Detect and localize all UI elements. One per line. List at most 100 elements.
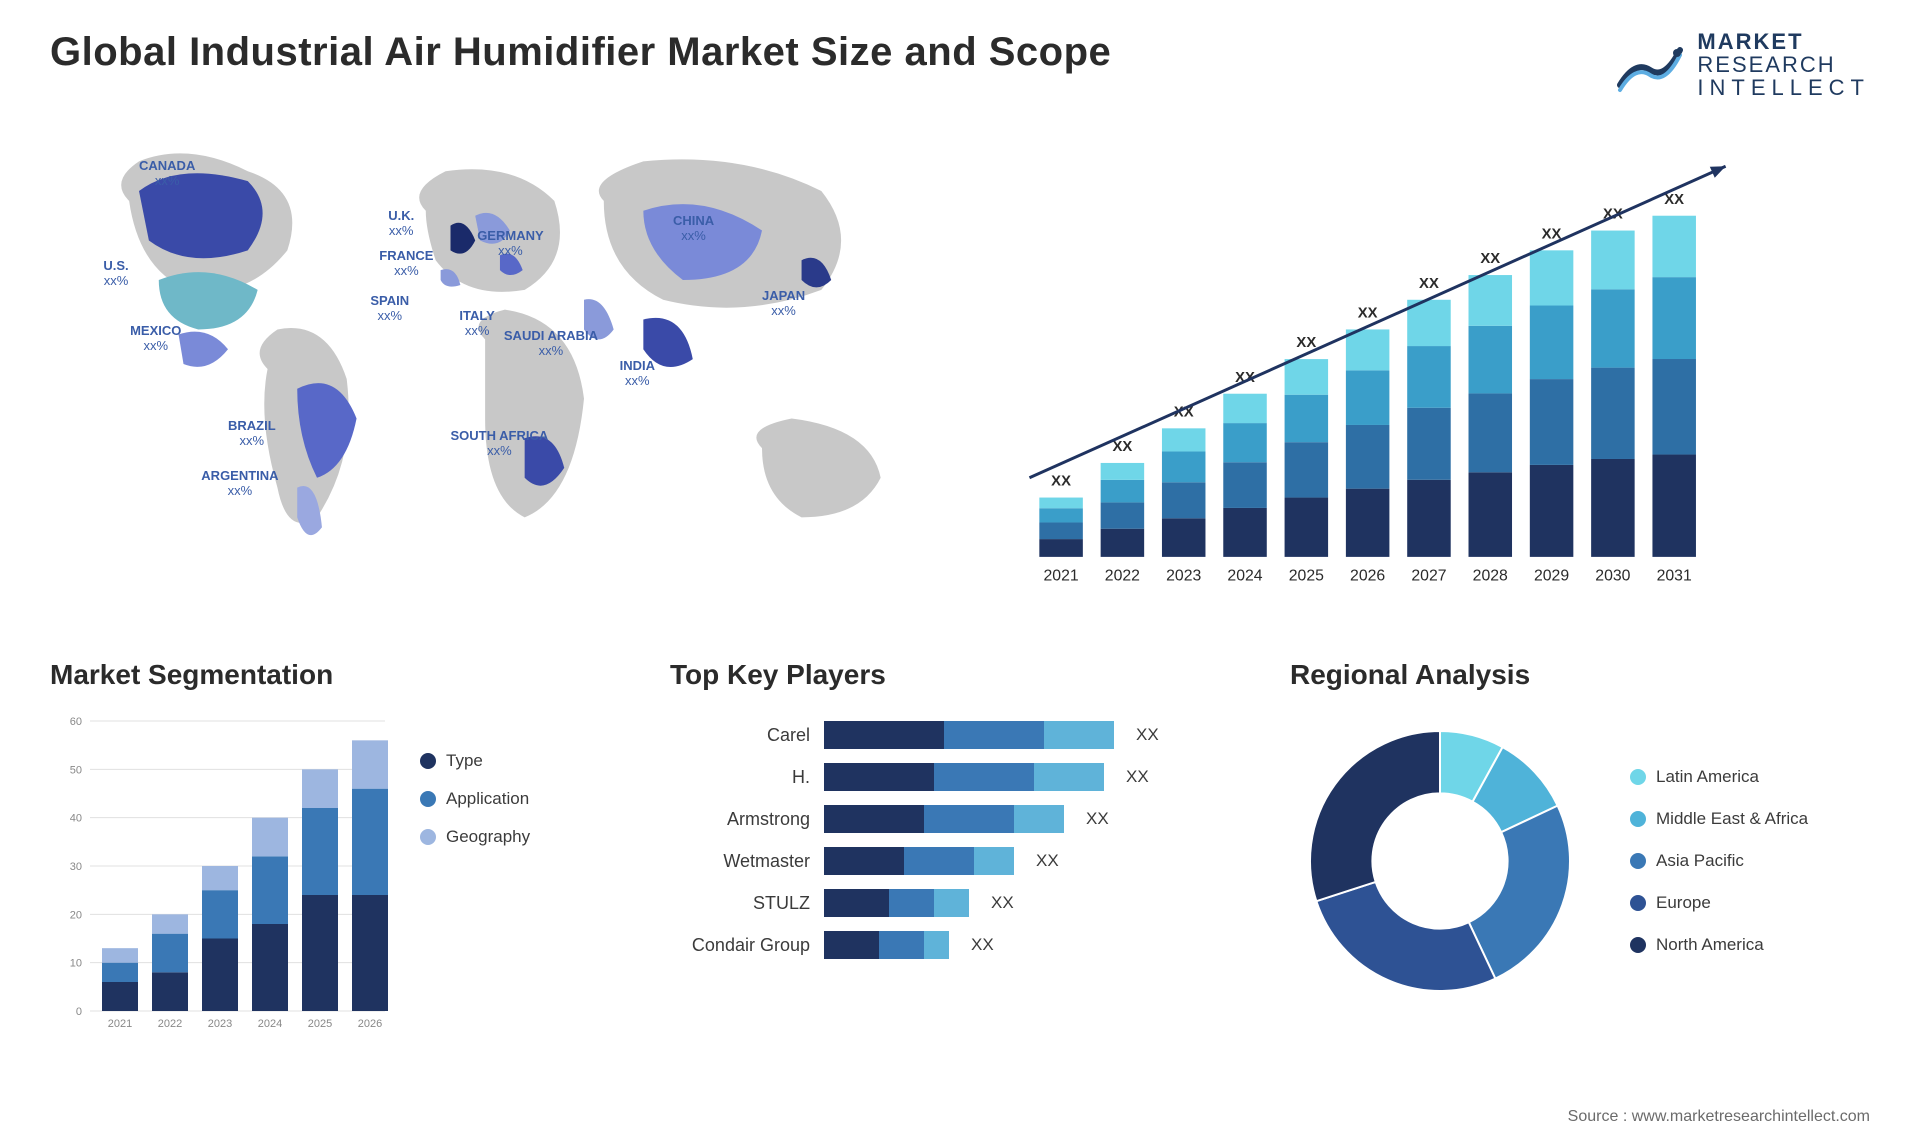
svg-text:XX: XX — [1296, 336, 1316, 352]
player-row: STULZ XX — [670, 889, 1250, 917]
player-name: Carel — [670, 725, 810, 746]
svg-text:50: 50 — [70, 765, 82, 777]
country-label: MEXICOxx% — [130, 324, 181, 353]
logo-text-2: RESEARCH — [1697, 53, 1870, 76]
legend-item: Type — [420, 751, 530, 771]
country-label: CANADAxx% — [139, 159, 195, 188]
legend-item: North America — [1630, 935, 1808, 955]
svg-text:2024: 2024 — [1227, 568, 1262, 585]
player-name: STULZ — [670, 893, 810, 914]
player-name: Wetmaster — [670, 851, 810, 872]
segmentation-bar-chart: 0 10 20 30 40 50 60 2021 2022 2023 2024 2025 2026 — [50, 711, 390, 1051]
country-label: ARGENTINAxx% — [201, 469, 278, 498]
svg-text:60: 60 — [70, 716, 82, 728]
svg-text:XX: XX — [1480, 251, 1500, 267]
country-label: CHINAxx% — [673, 214, 714, 243]
svg-text:2024: 2024 — [258, 1018, 282, 1030]
players-hbar-chart: CarelXXH.XXArmstrongXXWetmasterXXSTULZXX… — [670, 711, 1250, 959]
country-label: U.S.xx% — [103, 259, 128, 288]
svg-text:XX: XX — [1358, 306, 1378, 322]
player-row: H. XX — [670, 763, 1250, 791]
player-bar — [824, 721, 1114, 749]
country-label: INDIAxx% — [620, 359, 655, 388]
player-row: Wetmaster XX — [670, 847, 1250, 875]
svg-text:2023: 2023 — [208, 1018, 232, 1030]
svg-text:2022: 2022 — [158, 1018, 182, 1030]
forecast-bar-chart: XX 2021 XX 2022 XX 2023 XX 2024 XX 2025 XX 2026 XX 20… — [980, 119, 1870, 619]
players-panel: Top Key Players CarelXXH.XXArmstrongXXWe… — [670, 659, 1250, 1079]
legend-item: Geography — [420, 827, 530, 847]
svg-text:2031: 2031 — [1657, 568, 1692, 585]
player-name: Condair Group — [670, 935, 810, 956]
player-bar — [824, 763, 1104, 791]
country-label: JAPANxx% — [762, 289, 805, 318]
page-title: Global Industrial Air Humidifier Market … — [50, 30, 1111, 75]
logo-swoosh-icon — [1615, 35, 1685, 95]
brand-logo: MARKET RESEARCH INTELLECT — [1615, 30, 1870, 99]
world-map-panel: CANADAxx% U.S.xx% MEXICOxx% BRAZILxx% ARGENT… — [50, 119, 940, 619]
country-label: SAUDI ARABIAxx% — [504, 329, 598, 358]
world-map-icon — [50, 119, 940, 619]
segmentation-panel: Market Segmentation 0 10 20 30 40 50 60 2021 202… — [50, 659, 630, 1079]
country-label: SPAINxx% — [370, 294, 409, 323]
country-label: ITALYxx% — [459, 309, 494, 338]
svg-text:XX: XX — [1113, 439, 1133, 455]
regional-donut-chart — [1290, 711, 1590, 1011]
svg-text:30: 30 — [70, 861, 82, 873]
player-name: Armstrong — [670, 809, 810, 830]
regional-panel: Regional Analysis Latin America Middle Ea… — [1290, 659, 1870, 1079]
player-bar — [824, 847, 1014, 875]
svg-text:2021: 2021 — [108, 1018, 132, 1030]
segmentation-legend: Type Application Geography — [420, 711, 530, 1051]
header: Global Industrial Air Humidifier Market … — [50, 30, 1870, 99]
player-value: XX — [1036, 851, 1059, 871]
source-credit: Source : www.marketresearchintellect.com — [1568, 1108, 1870, 1126]
country-label: SOUTH AFRICAxx% — [451, 429, 549, 458]
svg-text:2025: 2025 — [1289, 568, 1324, 585]
svg-text:XX: XX — [1664, 192, 1684, 208]
country-label: U.K.xx% — [388, 209, 414, 238]
svg-text:2021: 2021 — [1043, 568, 1078, 585]
svg-text:2023: 2023 — [1166, 568, 1201, 585]
logo-text-3: INTELLECT — [1697, 76, 1870, 99]
player-name: H. — [670, 767, 810, 788]
legend-item: Application — [420, 789, 530, 809]
svg-text:2029: 2029 — [1534, 568, 1569, 585]
regional-title: Regional Analysis — [1290, 659, 1870, 691]
country-label: BRAZILxx% — [228, 419, 276, 448]
svg-text:2027: 2027 — [1411, 568, 1446, 585]
svg-text:2022: 2022 — [1105, 568, 1140, 585]
player-bar — [824, 931, 949, 959]
players-title: Top Key Players — [670, 659, 1250, 691]
legend-item: Middle East & Africa — [1630, 809, 1808, 829]
svg-text:10: 10 — [70, 958, 82, 970]
svg-text:2028: 2028 — [1473, 568, 1508, 585]
player-row: Carel XX — [670, 721, 1250, 749]
svg-text:20: 20 — [70, 910, 82, 922]
forecast-chart-panel: XX 2021 XX 2022 XX 2023 XX 2024 XX 2025 XX 2026 XX 20… — [980, 119, 1870, 619]
player-value: XX — [991, 893, 1014, 913]
legend-item: Asia Pacific — [1630, 851, 1808, 871]
svg-text:XX: XX — [1051, 474, 1071, 490]
player-row: ArmstrongXX — [670, 805, 1250, 833]
svg-text:XX: XX — [1419, 276, 1439, 292]
legend-item: Latin America — [1630, 767, 1808, 787]
regional-legend: Latin America Middle East & Africa Asia Pa… — [1630, 767, 1808, 955]
legend-item: Europe — [1630, 893, 1808, 913]
svg-text:0: 0 — [76, 1006, 82, 1018]
country-label: GERMANYxx% — [477, 229, 543, 258]
player-value: XX — [1136, 725, 1159, 745]
svg-text:2025: 2025 — [308, 1018, 332, 1030]
logo-text-1: MARKET — [1697, 30, 1870, 53]
country-label: FRANCExx% — [379, 249, 433, 278]
player-row: Condair Group XX — [670, 931, 1250, 959]
svg-text:2030: 2030 — [1595, 568, 1630, 585]
player-value: XX — [1126, 767, 1149, 787]
player-value: XX — [971, 935, 994, 955]
segmentation-title: Market Segmentation — [50, 659, 630, 691]
player-bar — [824, 889, 969, 917]
svg-text:2026: 2026 — [1350, 568, 1385, 585]
svg-text:2026: 2026 — [358, 1018, 382, 1030]
svg-text:40: 40 — [70, 813, 82, 825]
player-bar — [824, 805, 1064, 833]
